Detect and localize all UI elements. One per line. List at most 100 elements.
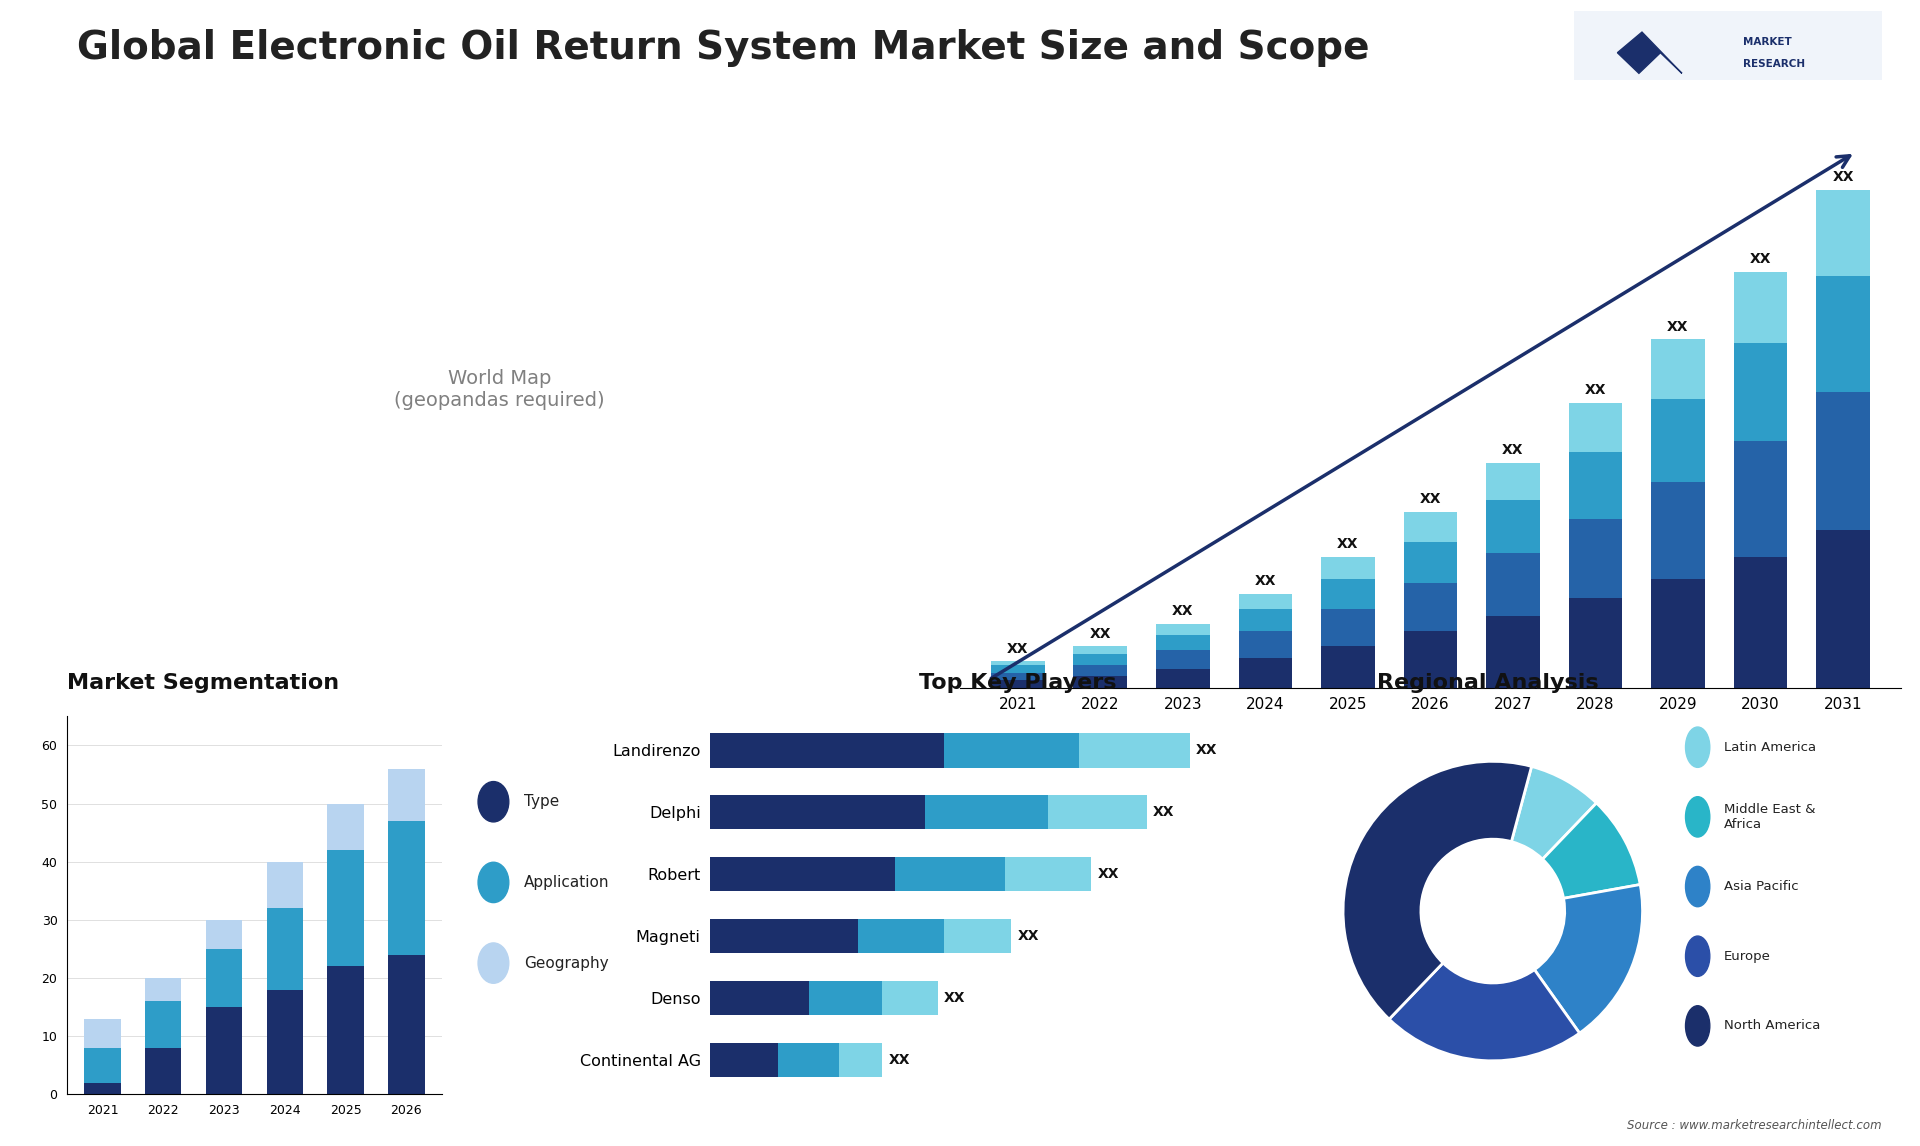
Bar	[991, 665, 1044, 673]
Bar	[778, 1043, 839, 1077]
Bar	[326, 850, 363, 966]
Text: Asia Pacific: Asia Pacific	[1724, 880, 1799, 893]
Bar	[146, 1047, 182, 1094]
Bar	[1651, 481, 1705, 579]
Text: XX: XX	[945, 991, 966, 1005]
Circle shape	[1686, 866, 1711, 906]
Bar	[205, 949, 242, 1007]
Bar	[267, 862, 303, 909]
Bar	[84, 1047, 121, 1083]
Bar	[146, 978, 182, 1002]
Bar	[388, 821, 424, 955]
Bar	[1073, 646, 1127, 654]
Bar	[1486, 463, 1540, 501]
Bar	[1073, 665, 1127, 676]
Bar	[883, 981, 937, 1015]
Bar	[1238, 631, 1292, 658]
Wedge shape	[1344, 761, 1532, 1019]
Bar	[1486, 552, 1540, 617]
Bar	[1651, 579, 1705, 688]
Wedge shape	[1542, 803, 1640, 898]
Text: XX: XX	[1501, 444, 1524, 457]
Text: XX: XX	[1018, 929, 1039, 943]
Text: Regional Analysis: Regional Analysis	[1377, 674, 1599, 693]
Bar	[1073, 676, 1127, 688]
Bar	[1569, 403, 1622, 452]
Bar	[1816, 392, 1870, 531]
Bar	[1156, 623, 1210, 635]
Text: Application: Application	[524, 874, 611, 890]
FancyBboxPatch shape	[1565, 7, 1891, 154]
Text: XX: XX	[1196, 744, 1217, 758]
Bar	[1238, 658, 1292, 688]
Text: Middle East &
Africa: Middle East & Africa	[1724, 803, 1816, 831]
Bar	[710, 733, 945, 768]
Circle shape	[1686, 936, 1711, 976]
Bar	[1486, 617, 1540, 688]
Bar	[1734, 440, 1788, 557]
Bar	[146, 1002, 182, 1047]
Bar	[1404, 583, 1457, 631]
Bar	[1321, 557, 1375, 579]
Bar	[1816, 276, 1870, 392]
Bar	[808, 981, 883, 1015]
Bar	[1048, 795, 1146, 830]
Bar	[1486, 501, 1540, 552]
Bar	[1079, 733, 1190, 768]
Bar	[205, 920, 242, 949]
Bar	[710, 857, 895, 892]
Bar	[991, 673, 1044, 680]
Bar	[267, 990, 303, 1094]
Bar	[710, 795, 925, 830]
Bar	[388, 955, 424, 1094]
Text: Global Electronic Oil Return System Market Size and Scope: Global Electronic Oil Return System Mark…	[77, 29, 1369, 66]
Text: XX: XX	[1171, 604, 1194, 619]
Bar	[1734, 343, 1788, 440]
Text: Latin America: Latin America	[1724, 740, 1816, 754]
Bar	[1006, 857, 1091, 892]
Text: XX: XX	[1098, 868, 1119, 881]
Text: XX: XX	[1336, 537, 1359, 551]
Text: XX: XX	[1089, 627, 1112, 641]
Text: Type: Type	[524, 794, 559, 809]
Circle shape	[478, 862, 509, 903]
Bar	[326, 966, 363, 1094]
Bar	[205, 1007, 242, 1094]
Bar	[1651, 339, 1705, 399]
Bar	[388, 769, 424, 821]
Bar	[1156, 650, 1210, 669]
Text: North America: North America	[1724, 1020, 1820, 1033]
Text: XX: XX	[1254, 574, 1277, 588]
Bar	[1569, 452, 1622, 519]
Bar	[1734, 272, 1788, 343]
Wedge shape	[1511, 767, 1596, 860]
Circle shape	[478, 943, 509, 983]
Bar	[1404, 631, 1457, 688]
Circle shape	[1686, 727, 1711, 768]
Bar	[1569, 519, 1622, 598]
Bar	[1156, 635, 1210, 650]
Bar	[945, 919, 1012, 953]
Bar	[1734, 557, 1788, 688]
Bar	[1238, 594, 1292, 609]
Bar	[1404, 511, 1457, 542]
Text: World Map
(geopandas required): World Map (geopandas required)	[394, 369, 605, 410]
Text: Top Key Players: Top Key Players	[920, 674, 1116, 693]
Bar	[267, 909, 303, 990]
Circle shape	[1686, 1006, 1711, 1046]
Text: XX: XX	[889, 1053, 910, 1067]
Bar	[84, 1083, 121, 1094]
Wedge shape	[1534, 885, 1642, 1034]
Bar	[326, 803, 363, 850]
Text: XX: XX	[1584, 384, 1607, 398]
Bar	[839, 1043, 883, 1077]
Circle shape	[478, 782, 509, 822]
Bar	[945, 733, 1079, 768]
Bar	[858, 919, 945, 953]
Bar	[710, 981, 808, 1015]
Bar	[895, 857, 1006, 892]
Circle shape	[1686, 796, 1711, 837]
Text: Source : www.marketresearchintellect.com: Source : www.marketresearchintellect.com	[1626, 1120, 1882, 1132]
Text: Market Segmentation: Market Segmentation	[67, 674, 340, 693]
Bar	[991, 680, 1044, 688]
